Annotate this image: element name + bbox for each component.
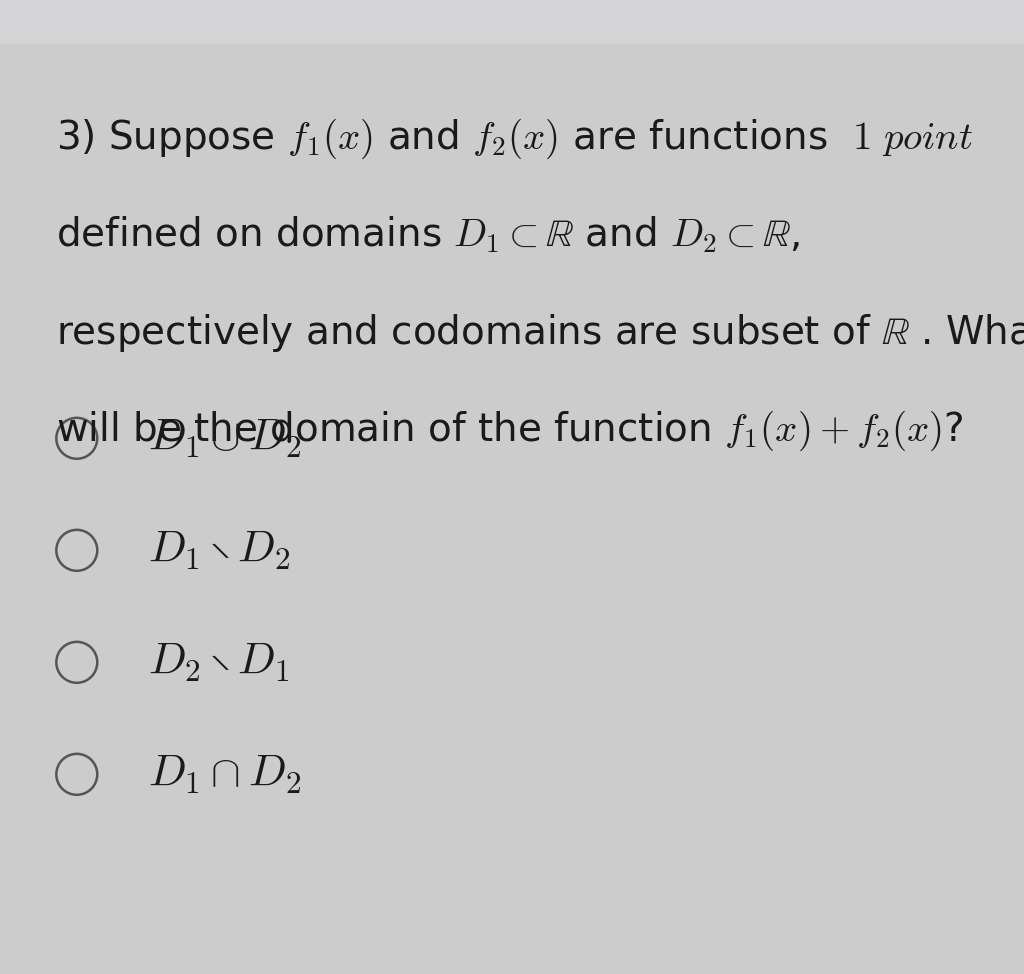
Text: $D_1 \cup D_2$: $D_1 \cup D_2$ bbox=[148, 417, 302, 460]
Text: $D_1 \setminus D_2$: $D_1 \setminus D_2$ bbox=[148, 529, 291, 572]
Text: 3) Suppose $f_1(x)$ and $f_2(x)$ are functions  $\bf{\it{1\ point}}$: 3) Suppose $f_1(x)$ and $f_2(x)$ are fun… bbox=[56, 117, 974, 161]
Text: $D_1 \cap D_2$: $D_1 \cap D_2$ bbox=[148, 753, 302, 796]
Text: respectively and codomains are subset of $\mathbb{R}$ . What: respectively and codomains are subset of… bbox=[56, 312, 1024, 354]
Bar bbox=[0, 0, 1024, 44]
Text: will be the domain of the function $f_1(x) + f_2(x)$?: will be the domain of the function $f_1(… bbox=[56, 409, 964, 453]
Text: defined on domains $D_1 \subset \mathbb{R}$ and $D_2 \subset \mathbb{R}$,: defined on domains $D_1 \subset \mathbb{… bbox=[56, 214, 800, 255]
Text: $D_2 \setminus D_1$: $D_2 \setminus D_1$ bbox=[148, 641, 290, 684]
